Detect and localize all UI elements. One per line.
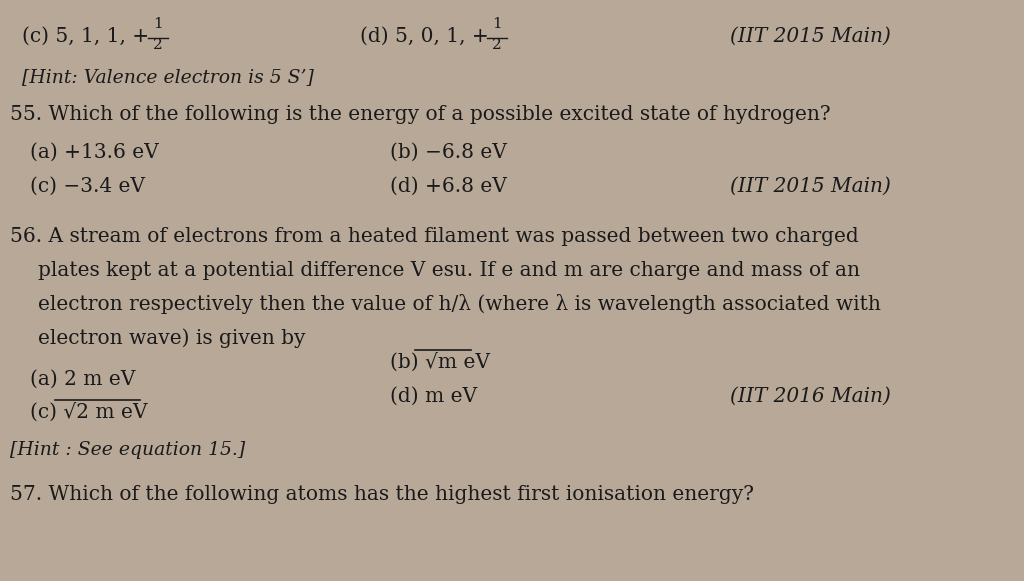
Text: (IIT 2015 Main): (IIT 2015 Main) bbox=[730, 177, 891, 196]
Text: (d) m eV: (d) m eV bbox=[390, 387, 477, 406]
Text: (d) 5, 0, 1, +: (d) 5, 0, 1, + bbox=[360, 27, 488, 46]
Text: (c) 5, 1, 1, +: (c) 5, 1, 1, + bbox=[22, 27, 150, 46]
Text: 55. Which of the following is the energy of a possible excited state of hydrogen: 55. Which of the following is the energy… bbox=[10, 105, 830, 124]
Text: (a) 2 m eV: (a) 2 m eV bbox=[30, 370, 135, 389]
Text: 57. Which of the following atoms has the highest first ionisation energy?: 57. Which of the following atoms has the… bbox=[10, 485, 754, 504]
Text: (b) −6.8 eV: (b) −6.8 eV bbox=[390, 143, 507, 162]
Text: (IIT 2015 Main): (IIT 2015 Main) bbox=[730, 27, 891, 46]
Text: [Hint: Valence electron is 5 S’]: [Hint: Valence electron is 5 S’] bbox=[22, 68, 314, 86]
Text: 2: 2 bbox=[154, 38, 163, 52]
Text: 2: 2 bbox=[493, 38, 502, 52]
Text: electron wave) is given by: electron wave) is given by bbox=[38, 328, 305, 348]
Text: (b) √m eV: (b) √m eV bbox=[390, 353, 490, 372]
Text: (a) +13.6 eV: (a) +13.6 eV bbox=[30, 143, 159, 162]
Text: (c) −3.4 eV: (c) −3.4 eV bbox=[30, 177, 145, 196]
Text: 1: 1 bbox=[154, 17, 163, 31]
Text: 1: 1 bbox=[493, 17, 502, 31]
Text: (IIT 2016 Main): (IIT 2016 Main) bbox=[730, 387, 891, 406]
Text: electron respectively then the value of h/λ (where λ is wavelength associated wi: electron respectively then the value of … bbox=[38, 294, 881, 314]
Text: (d) +6.8 eV: (d) +6.8 eV bbox=[390, 177, 507, 196]
Text: plates kept at a potential difference V esu. If e and m are charge and mass of a: plates kept at a potential difference V … bbox=[38, 261, 860, 280]
Text: 56. A stream of electrons from a heated filament was passed between two charged: 56. A stream of electrons from a heated … bbox=[10, 227, 859, 246]
Text: (c) √2 m eV: (c) √2 m eV bbox=[30, 403, 147, 422]
Text: [Hint : See equation 15.]: [Hint : See equation 15.] bbox=[10, 441, 246, 459]
